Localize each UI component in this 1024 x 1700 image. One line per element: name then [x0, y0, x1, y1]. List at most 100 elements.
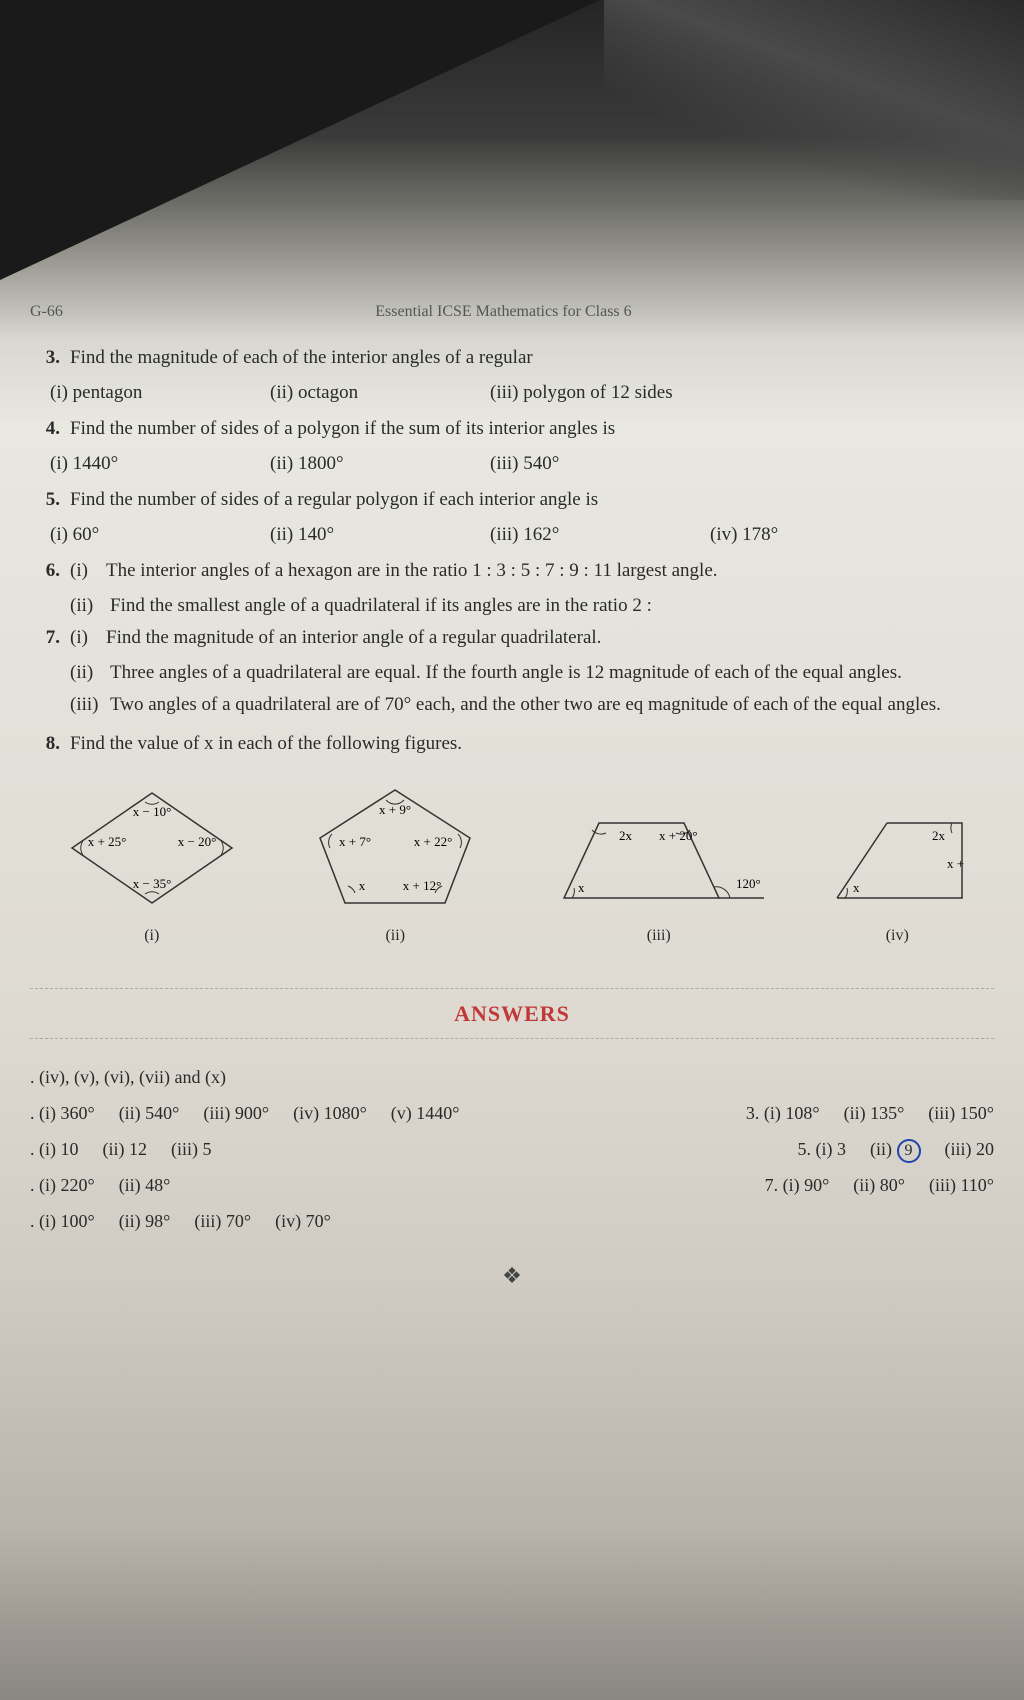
- figure-1: x − 10° x + 25° x − 20° x − 35° (i): [57, 778, 247, 948]
- figure-2-svg: x + 9° x + 7° x + 22° x x + 12°: [300, 778, 490, 918]
- ans-text: . (iv), (v), (vi), (vii) and (x): [30, 1059, 226, 1095]
- sub-label: (i): [70, 624, 106, 653]
- fig3-bl: x: [578, 880, 585, 895]
- figure-4: 2x x + x (iv): [827, 798, 967, 948]
- ans: 5. (i) 3: [798, 1131, 847, 1167]
- page-header: G-66 Essential ICSE Mathematics for Clas…: [30, 300, 994, 324]
- fig2-top: x + 9°: [379, 802, 411, 817]
- question-number: 5.: [30, 486, 70, 515]
- figure-4-svg: 2x x + x: [827, 798, 967, 918]
- q5-opt-iv: (iv) 178°: [710, 521, 890, 550]
- sub-label: (ii): [70, 592, 110, 621]
- fig3-caption: (iii): [544, 924, 774, 948]
- ans: (ii) 540°: [119, 1095, 180, 1131]
- question-number: 4.: [30, 415, 70, 444]
- ans: . (i) 100°: [30, 1203, 95, 1239]
- q4-opt-i: (i) 1440°: [50, 450, 230, 479]
- answers-row-1: . (i) 360° (ii) 540° (iii) 900° (iv) 108…: [30, 1095, 994, 1131]
- figures-row: x − 10° x + 25° x − 20° x − 35° (i) x + …: [30, 778, 994, 948]
- question-body: (i)The interior angles of a hexagon are …: [70, 557, 994, 586]
- question-8: 8. Find the value of x in each of the fo…: [30, 730, 994, 759]
- q3-options: (i) pentagon (ii) octagon (iii) polygon …: [30, 379, 994, 408]
- fig2-caption: (ii): [300, 924, 490, 948]
- fig4-r: x +: [947, 856, 964, 871]
- question-body: Find the magnitude of each of the interi…: [70, 344, 994, 373]
- question-body: (i)Find the magnitude of an interior ang…: [70, 624, 994, 653]
- question-number: 7.: [30, 624, 70, 653]
- figure-3-svg: 2x x + 20° x 120°: [544, 798, 774, 918]
- ans: (ii) 135°: [844, 1095, 905, 1131]
- question-6: 6. (i)The interior angles of a hexagon a…: [30, 557, 994, 586]
- page-number: G-66: [30, 300, 63, 324]
- answers-row-4: . (i) 100° (ii) 98° (iii) 70° (iv) 70°: [30, 1203, 994, 1239]
- question-body: Find the number of sides of a polygon if…: [70, 415, 994, 444]
- fig4-bl: x: [853, 880, 860, 895]
- q3-opt-i: (i) pentagon: [50, 379, 230, 408]
- sub-text: Three angles of a quadrilateral are equa…: [110, 659, 994, 688]
- q3-opt-iii: (iii) polygon of 12 sides: [490, 379, 673, 408]
- fig2-bl: x: [359, 878, 366, 893]
- dark-corner-left: [0, 0, 600, 280]
- ans: (ii) 48°: [119, 1167, 171, 1203]
- sub-text: Find the magnitude of an interior angle …: [106, 624, 601, 653]
- circled-value: 9: [897, 1139, 921, 1163]
- answers-block: . (iv), (v), (vi), (vii) and (x) . (i) 3…: [30, 1059, 994, 1239]
- ans-pre: (ii): [870, 1139, 892, 1159]
- q4-opt-iii: (iii) 540°: [490, 450, 670, 479]
- dark-corner-right: [604, 0, 1024, 200]
- ans: (iii) 150°: [928, 1095, 994, 1131]
- ans: (ii) 12: [103, 1131, 148, 1167]
- question-number: 3.: [30, 344, 70, 373]
- fig3-tl: 2x: [619, 828, 633, 843]
- fig2-br: x + 12°: [403, 878, 442, 893]
- question-number: 8.: [30, 730, 70, 759]
- q5-options: (i) 60° (ii) 140° (iii) 162° (iv) 178°: [30, 521, 994, 550]
- ans-circled: (ii) 9: [870, 1131, 921, 1167]
- sub-label: (i): [70, 557, 106, 586]
- ans: 7. (i) 90°: [765, 1167, 830, 1203]
- ans: . (i) 10: [30, 1131, 79, 1167]
- q4-options: (i) 1440° (ii) 1800° (iii) 540°: [30, 450, 994, 479]
- ans: (v) 1440°: [391, 1095, 460, 1131]
- figure-1-svg: x − 10° x + 25° x − 20° x − 35°: [57, 778, 247, 918]
- sub-label: (ii): [70, 659, 110, 688]
- question-7: 7. (i)Find the magnitude of an interior …: [30, 624, 994, 653]
- fig1-caption: (i): [57, 924, 247, 948]
- q5-opt-i: (i) 60°: [50, 521, 230, 550]
- fig3-tr: x + 20°: [659, 828, 698, 843]
- book-title: Essential ICSE Mathematics for Class 6: [375, 300, 631, 324]
- sub-text: Two angles of a quadrilateral are of 70°…: [110, 691, 994, 720]
- ans: (iii) 20: [945, 1131, 995, 1167]
- answers-line-0: . (iv), (v), (vi), (vii) and (x): [30, 1059, 994, 1095]
- question-body: Find the number of sides of a regular po…: [70, 486, 994, 515]
- q6-ii: (ii) Find the smallest angle of a quadri…: [30, 592, 994, 621]
- decoration-icon: ❖: [30, 1259, 994, 1292]
- answers-row-3: . (i) 220° (ii) 48° 7. (i) 90° (ii) 80° …: [30, 1167, 994, 1203]
- question-4: 4. Find the number of sides of a polygon…: [30, 415, 994, 444]
- ans: (iv) 1080°: [293, 1095, 367, 1131]
- answers-row-2: . (i) 10 (ii) 12 (iii) 5 5. (i) 3 (ii) 9…: [30, 1131, 994, 1167]
- fig4-tr: 2x: [932, 828, 946, 843]
- ans: (iii) 900°: [203, 1095, 269, 1131]
- fig1-top: x − 10°: [132, 804, 171, 819]
- ans: (iii) 5: [171, 1131, 212, 1167]
- ans: (iv) 70°: [275, 1203, 331, 1239]
- question-3: 3. Find the magnitude of each of the int…: [30, 344, 994, 373]
- answers-heading: ANSWERS: [30, 988, 994, 1039]
- question-5: 5. Find the number of sides of a regular…: [30, 486, 994, 515]
- fig3-br: 120°: [736, 876, 761, 891]
- fig2-ul: x + 7°: [339, 834, 371, 849]
- figure-2: x + 9° x + 7° x + 22° x x + 12° (ii): [300, 778, 490, 948]
- sub-label: (iii): [70, 691, 110, 720]
- ans: . (i) 220°: [30, 1167, 95, 1203]
- ans: (iii) 110°: [929, 1167, 994, 1203]
- q5-opt-iii: (iii) 162°: [490, 521, 670, 550]
- fig1-right: x − 20°: [177, 834, 216, 849]
- fig1-left: x + 25°: [87, 834, 126, 849]
- q4-opt-ii: (ii) 1800°: [270, 450, 450, 479]
- q5-opt-ii: (ii) 140°: [270, 521, 450, 550]
- question-body: Find the value of x in each of the follo…: [70, 730, 994, 759]
- question-number: 6.: [30, 557, 70, 586]
- ans: (iii) 70°: [194, 1203, 251, 1239]
- ans: (ii) 98°: [119, 1203, 171, 1239]
